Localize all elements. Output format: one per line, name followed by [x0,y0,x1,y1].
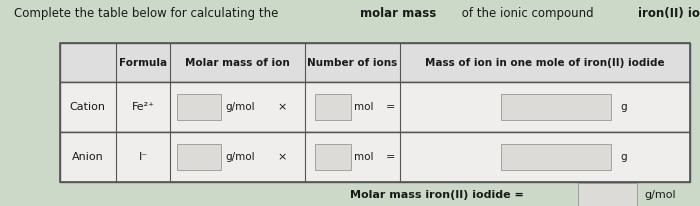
Bar [315,144,351,170]
Text: Formula: Formula [119,58,167,68]
Text: g: g [620,102,626,112]
Text: mol: mol [354,152,374,162]
Text: I⁻: I⁻ [139,152,148,162]
Text: Molar mass of ion: Molar mass of ion [185,58,290,68]
Text: Anion: Anion [72,152,104,162]
Text: Molar mass iron(II) iodide =: Molar mass iron(II) iodide = [350,190,524,200]
Text: molar mass: molar mass [360,7,436,20]
Bar [60,132,690,182]
Text: g: g [620,152,626,162]
Bar [176,144,221,170]
Text: iron(II) iodide: iron(II) iodide [638,7,700,20]
Bar [60,43,690,82]
Text: g/mol: g/mol [644,190,676,200]
Bar [176,94,221,120]
Text: ×: × [277,102,287,112]
Text: Number of ions: Number of ions [307,58,398,68]
Text: Fe²⁺: Fe²⁺ [132,102,155,112]
Text: Mass of ion in one mole of iron(II) iodide: Mass of ion in one mole of iron(II) iodi… [425,58,664,68]
Text: g/mol: g/mol [225,102,255,112]
Bar [60,43,690,182]
Text: ×: × [277,152,287,162]
Bar [315,94,351,120]
Bar [501,94,611,120]
Text: g/mol: g/mol [225,152,255,162]
Text: mol: mol [354,102,374,112]
Bar [501,144,611,170]
Text: Complete the table below for calculating the: Complete the table below for calculating… [14,7,282,20]
Text: of the ionic compound: of the ionic compound [458,7,598,20]
Text: =: = [386,152,395,162]
Bar [578,183,637,206]
Bar [60,82,690,132]
Text: Cation: Cation [70,102,106,112]
Text: =: = [386,102,395,112]
